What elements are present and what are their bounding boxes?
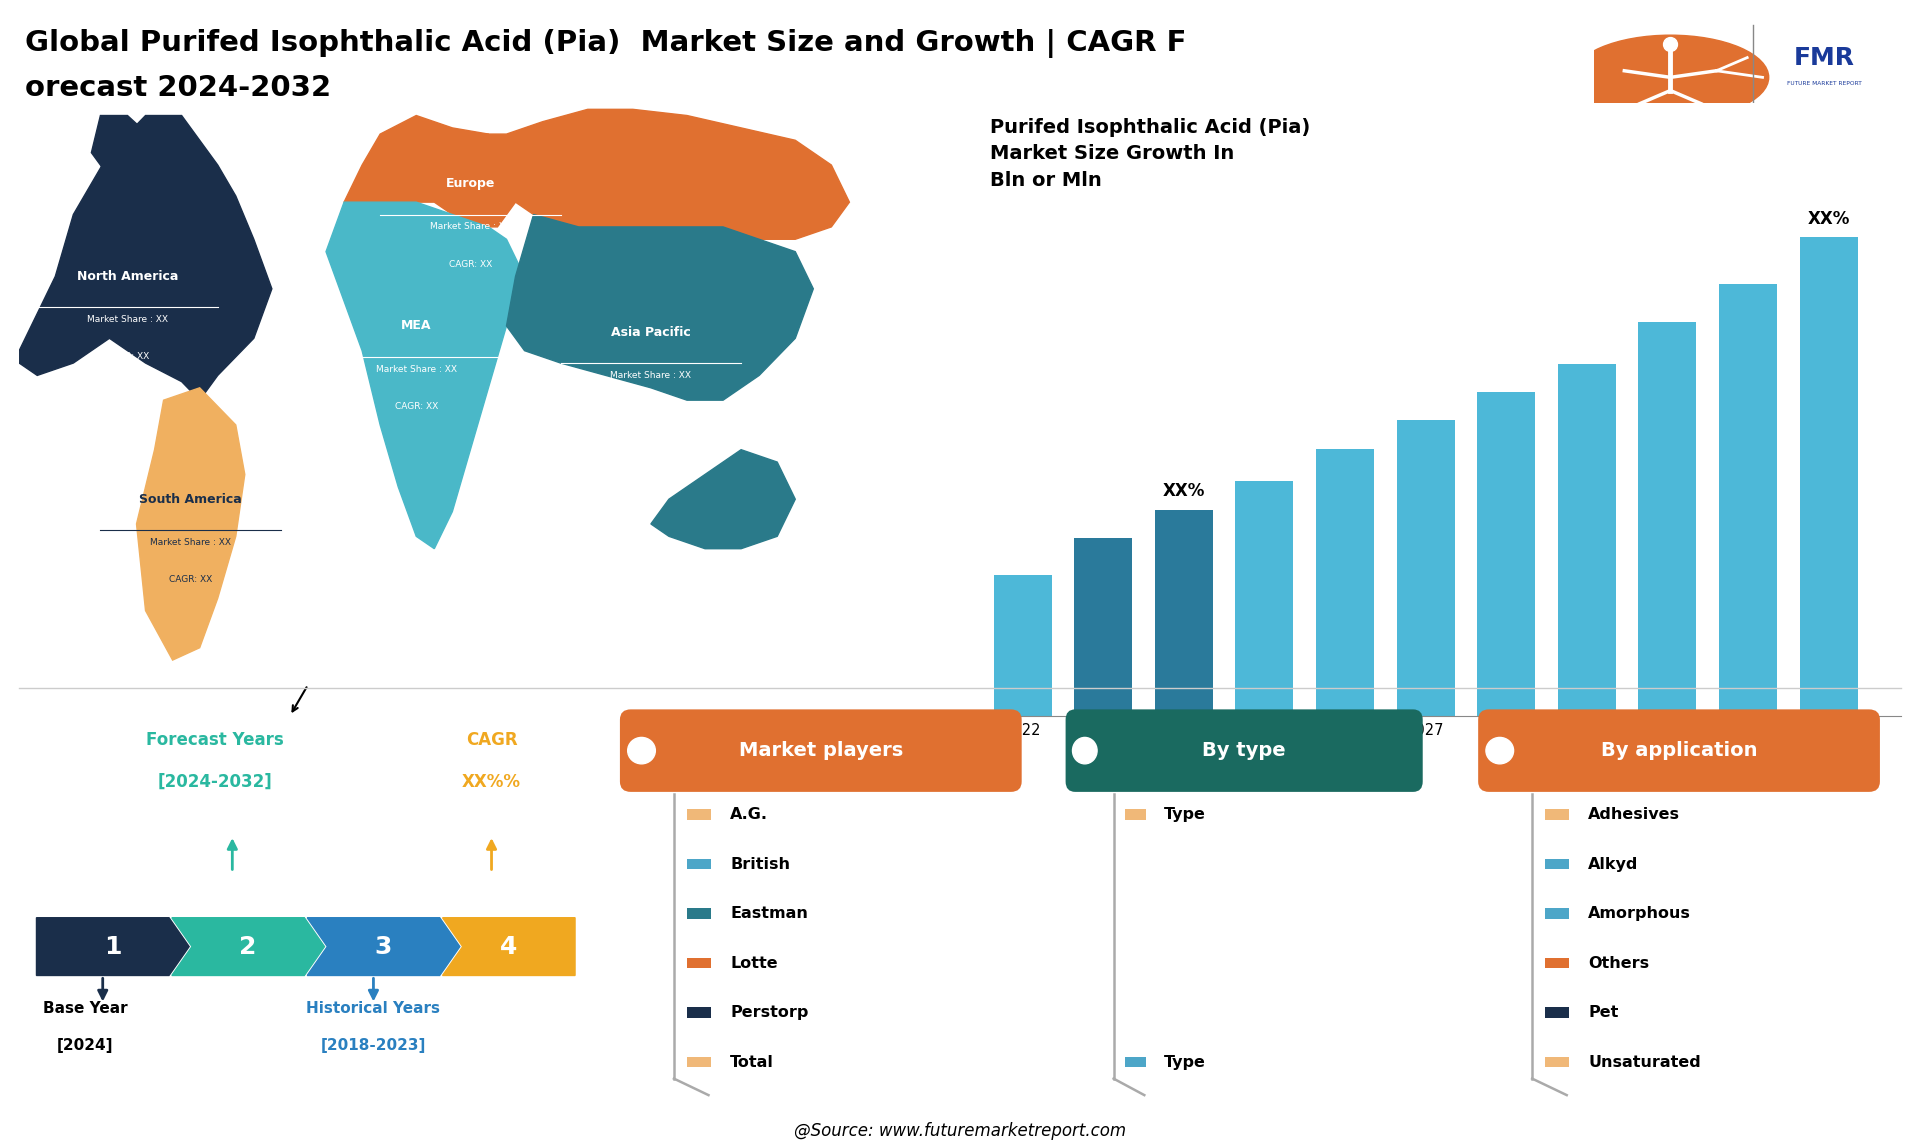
Bar: [1799, 237, 1857, 716]
Text: @Source: www.futuremarketreport.com: @Source: www.futuremarketreport.com: [795, 1122, 1125, 1140]
Text: North America: North America: [77, 270, 179, 283]
Polygon shape: [651, 449, 795, 549]
Text: Type: Type: [1164, 807, 1206, 822]
FancyBboxPatch shape: [1125, 809, 1146, 819]
Bar: [1718, 284, 1778, 716]
Polygon shape: [307, 918, 461, 975]
Polygon shape: [171, 918, 324, 975]
Text: Purifed Isophthalic Acid (Pia)
Market Size Growth In
Bln or Mln: Purifed Isophthalic Acid (Pia) Market Si…: [991, 118, 1311, 189]
Bar: [1396, 421, 1455, 716]
Bar: [995, 575, 1052, 716]
FancyBboxPatch shape: [687, 809, 710, 819]
FancyBboxPatch shape: [687, 958, 710, 968]
Text: XX%: XX%: [1807, 210, 1849, 228]
Bar: [1638, 322, 1697, 716]
Text: CAGR: XX: CAGR: XX: [396, 402, 438, 411]
Text: [2024]: [2024]: [58, 1038, 113, 1053]
Text: 2: 2: [240, 935, 257, 958]
FancyBboxPatch shape: [1546, 909, 1569, 919]
Text: South America: South America: [140, 493, 242, 505]
Bar: [1235, 481, 1294, 716]
Text: CAGR: XX: CAGR: XX: [630, 408, 672, 417]
FancyBboxPatch shape: [620, 709, 1021, 792]
Text: FUTURE MARKET REPORT: FUTURE MARKET REPORT: [1788, 81, 1860, 86]
Text: 1: 1: [104, 935, 121, 958]
Text: Base Year: Base Year: [42, 1000, 129, 1017]
FancyBboxPatch shape: [1125, 1057, 1146, 1067]
Text: Total: Total: [730, 1054, 774, 1069]
Polygon shape: [507, 214, 814, 400]
Text: 4: 4: [499, 935, 518, 958]
Polygon shape: [470, 109, 849, 240]
Text: Market Share : XX: Market Share : XX: [150, 537, 230, 547]
FancyBboxPatch shape: [687, 1007, 710, 1018]
Text: Perstorp: Perstorp: [730, 1005, 808, 1020]
Circle shape: [1073, 737, 1096, 764]
Text: Others: Others: [1588, 956, 1649, 971]
Text: By type: By type: [1202, 741, 1286, 760]
Bar: [1476, 392, 1536, 716]
Circle shape: [1486, 737, 1513, 764]
Text: CAGR: XX: CAGR: XX: [169, 575, 213, 584]
Text: A.G.: A.G.: [730, 807, 768, 822]
Bar: [1073, 537, 1133, 716]
Text: XX%: XX%: [1164, 482, 1206, 501]
Text: Europe: Europe: [445, 178, 495, 190]
Text: MEA: MEA: [401, 320, 432, 332]
FancyBboxPatch shape: [1546, 1007, 1569, 1018]
Text: 3: 3: [374, 935, 392, 958]
Text: Type: Type: [1164, 1054, 1206, 1069]
Text: CAGR: XX: CAGR: XX: [106, 352, 150, 361]
FancyBboxPatch shape: [687, 909, 710, 919]
Polygon shape: [344, 116, 515, 227]
Text: [2018-2023]: [2018-2023]: [321, 1038, 426, 1053]
Text: Amorphous: Amorphous: [1588, 906, 1692, 921]
FancyBboxPatch shape: [1546, 809, 1569, 819]
FancyBboxPatch shape: [1478, 709, 1880, 792]
Polygon shape: [92, 116, 154, 178]
Text: Asia Pacific: Asia Pacific: [611, 325, 691, 338]
FancyBboxPatch shape: [687, 858, 710, 869]
Text: [2024-2032]: [2024-2032]: [157, 772, 273, 791]
Circle shape: [628, 737, 655, 764]
Bar: [1315, 448, 1375, 716]
Text: Market Share : XX: Market Share : XX: [611, 371, 691, 380]
Text: FMR: FMR: [1793, 46, 1855, 70]
Text: Market Share : XX: Market Share : XX: [86, 315, 167, 324]
Text: Forecast Years: Forecast Years: [146, 731, 284, 749]
Text: Pet: Pet: [1588, 1005, 1619, 1020]
Polygon shape: [442, 918, 576, 975]
Text: CAGR: CAGR: [467, 731, 516, 749]
FancyBboxPatch shape: [1546, 1057, 1569, 1067]
Text: orecast 2024-2032: orecast 2024-2032: [25, 74, 330, 102]
Text: Historical Years: Historical Years: [307, 1000, 440, 1017]
Bar: [1557, 364, 1617, 716]
Text: Market players: Market players: [739, 741, 902, 760]
Text: CAGR: XX: CAGR: XX: [449, 259, 492, 268]
Text: Adhesives: Adhesives: [1588, 807, 1680, 822]
Text: By application: By application: [1601, 741, 1757, 760]
Text: Eastman: Eastman: [730, 906, 808, 921]
FancyBboxPatch shape: [1546, 858, 1569, 869]
Text: XX%%: XX%%: [463, 772, 520, 791]
Circle shape: [1572, 36, 1768, 119]
Text: Global Purifed Isophthalic Acid (Pia)  Market Size and Growth | CAGR F: Global Purifed Isophthalic Acid (Pia) Ma…: [25, 29, 1187, 57]
Polygon shape: [19, 116, 273, 400]
Text: Market Share : XX: Market Share : XX: [430, 222, 511, 231]
Bar: [1154, 510, 1213, 716]
Text: Unsaturated: Unsaturated: [1588, 1054, 1701, 1069]
FancyBboxPatch shape: [1546, 958, 1569, 968]
Polygon shape: [136, 387, 244, 660]
Text: British: British: [730, 856, 791, 872]
FancyBboxPatch shape: [1066, 709, 1423, 792]
Polygon shape: [326, 202, 524, 549]
FancyBboxPatch shape: [687, 1057, 710, 1067]
Text: Alkyd: Alkyd: [1588, 856, 1638, 872]
Text: Market Share : XX: Market Share : XX: [376, 364, 457, 374]
Text: Lotte: Lotte: [730, 956, 778, 971]
Polygon shape: [36, 918, 188, 975]
